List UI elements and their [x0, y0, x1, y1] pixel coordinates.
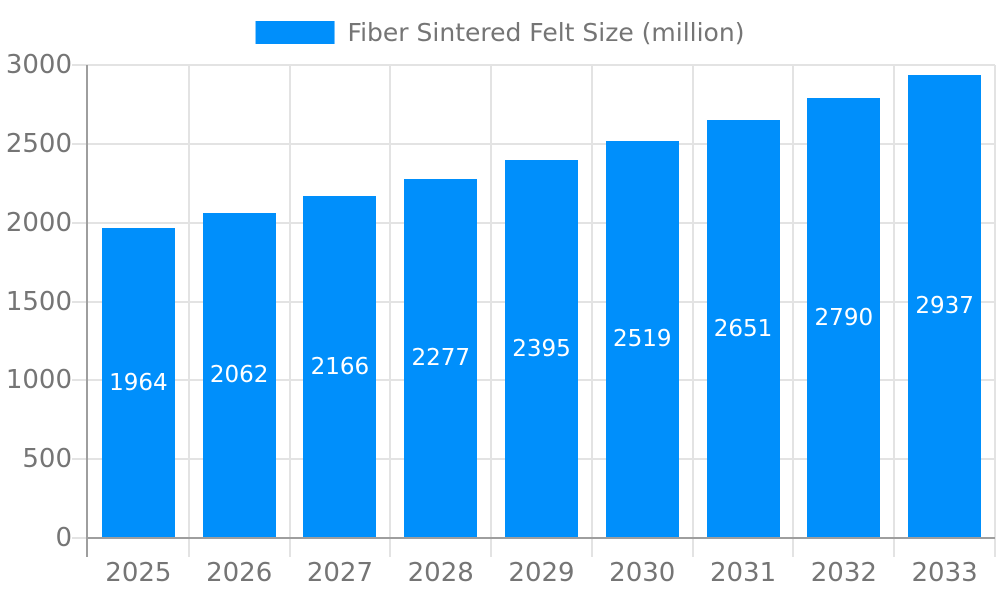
- legend-swatch-icon: [255, 21, 335, 44]
- y-axis-tick: [72, 537, 88, 539]
- bar-2028[interactable]: 2277: [404, 178, 478, 538]
- v-gridline: [590, 65, 593, 557]
- v-gridline: [288, 65, 291, 557]
- v-gridline: [792, 65, 795, 557]
- bar-2031[interactable]: 2651: [706, 120, 780, 538]
- x-axis-line: [86, 537, 995, 539]
- legend-label: Fiber Sintered Felt Size (million): [347, 18, 745, 47]
- v-gridline: [691, 65, 694, 557]
- bar-value-label: 1964: [109, 369, 168, 396]
- legend[interactable]: Fiber Sintered Felt Size (million): [255, 18, 745, 47]
- v-gridline: [893, 65, 896, 557]
- x-tick-label-2031: 2031: [709, 558, 777, 588]
- bar-2032[interactable]: 2790: [807, 98, 881, 538]
- bar-2033[interactable]: 2937: [908, 74, 982, 538]
- y-tick-label: 2000: [5, 207, 72, 238]
- bar-value-label: 2395: [512, 335, 571, 362]
- y-axis-line: [86, 65, 88, 557]
- h-gridline: [72, 64, 995, 66]
- x-tick-label-2029: 2029: [508, 558, 575, 588]
- bar-value-label: 2651: [713, 315, 773, 342]
- bar-value-label: 2166: [310, 353, 370, 380]
- bar-value-label: 2937: [915, 292, 974, 319]
- v-gridline: [389, 65, 392, 557]
- bar-value-label: 2790: [814, 304, 874, 331]
- y-tick-label: 3000: [5, 50, 72, 80]
- bar-2026[interactable]: 2062: [202, 212, 276, 538]
- x-tick-label-2025: 2025: [105, 558, 172, 588]
- bar-2029[interactable]: 2395: [505, 160, 578, 538]
- x-tick-label-2033: 2033: [911, 558, 978, 588]
- x-tick-label-2026: 2026: [206, 558, 273, 588]
- bar-value-label: 2519: [612, 325, 672, 352]
- v-gridline: [994, 65, 996, 557]
- bar-value-label: 2062: [209, 361, 269, 388]
- y-tick-label: 1000: [5, 365, 72, 396]
- y-tick-label: 500: [22, 444, 72, 475]
- y-tick-label: 0: [55, 523, 72, 553]
- y-tick-label: 2500: [5, 128, 72, 159]
- x-tick-label-2032: 2032: [810, 558, 877, 588]
- bar-2025[interactable]: 1964: [101, 228, 175, 538]
- v-gridline: [187, 65, 190, 557]
- h-gridline: [72, 142, 995, 145]
- x-tick-label-2028: 2028: [407, 558, 474, 588]
- x-tick-label-2027: 2027: [306, 558, 374, 588]
- bar-2030[interactable]: 2519: [605, 140, 679, 538]
- bar-value-label: 2277: [411, 344, 470, 371]
- x-tick-label-2030: 2030: [609, 558, 676, 588]
- v-gridline: [490, 65, 493, 557]
- y-tick-label: 1500: [5, 286, 72, 317]
- bar-2027[interactable]: 2166: [303, 196, 377, 538]
